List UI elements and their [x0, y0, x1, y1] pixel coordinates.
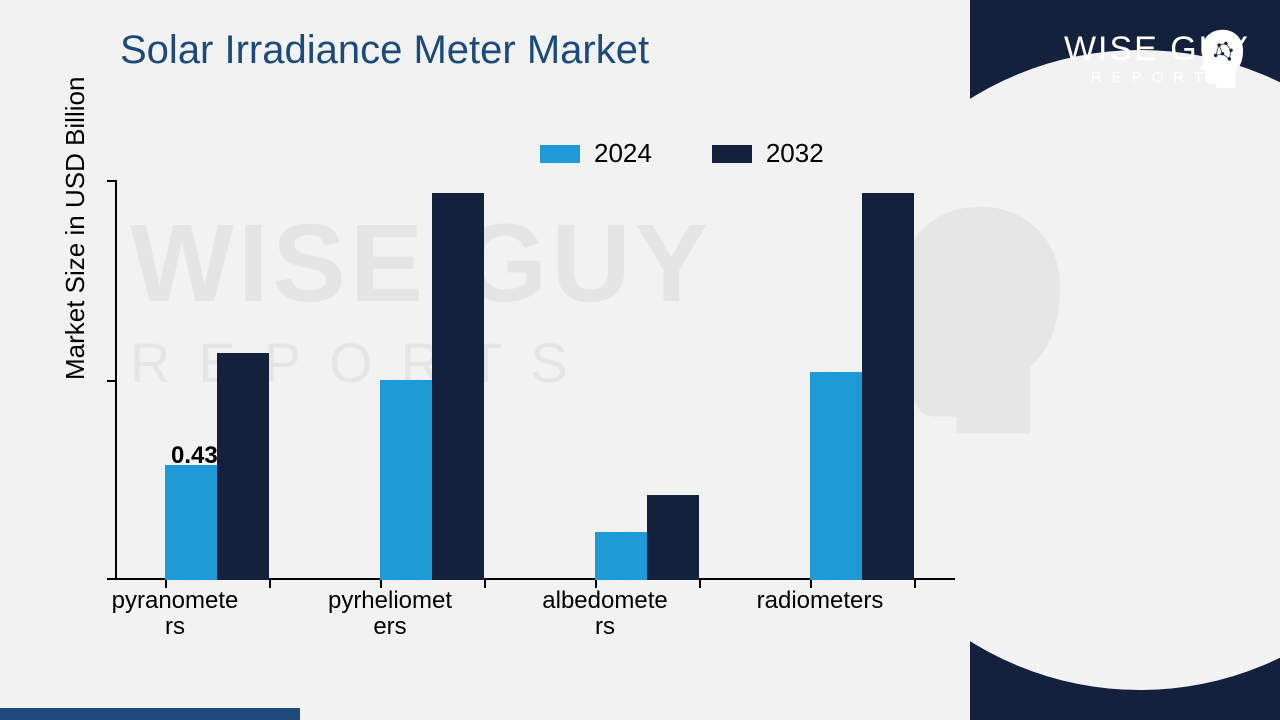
- x-tick: [269, 580, 271, 588]
- bottom-strip: [0, 708, 300, 720]
- bar: [432, 193, 484, 580]
- y-axis: [115, 180, 117, 580]
- bar: [380, 380, 432, 580]
- x-axis-label: pyrheliometers: [325, 588, 455, 641]
- bar: [217, 353, 269, 580]
- legend-label-2024: 2024: [594, 138, 652, 169]
- legend-item-2024: 2024: [540, 138, 652, 169]
- x-tick: [699, 580, 701, 588]
- page: WISE GUY REPORTS WISE GUY REPORTS Solar …: [0, 0, 1280, 720]
- x-axis-label: albedometers: [540, 588, 670, 641]
- legend-swatch-2032: [712, 145, 752, 163]
- bar: [862, 193, 914, 580]
- brain-head-icon: [1195, 28, 1250, 88]
- x-tick: [914, 580, 916, 588]
- y-tick: [107, 180, 115, 182]
- bar-group: [810, 193, 914, 580]
- bar: [647, 495, 699, 580]
- bar: [810, 372, 862, 580]
- y-tick: [107, 380, 115, 382]
- x-axis-label: radiometers: [755, 588, 885, 614]
- chart-area: 0.43: [115, 180, 955, 580]
- legend-label-2032: 2032: [766, 138, 824, 169]
- bar-group: [595, 495, 699, 580]
- data-label: 0.43: [171, 442, 218, 470]
- y-axis-label: Market Size in USD Billion: [60, 77, 91, 380]
- chart-title: Solar Irradiance Meter Market: [120, 28, 649, 73]
- y-tick: [107, 578, 115, 580]
- x-tick: [484, 580, 486, 588]
- bar: [165, 465, 217, 580]
- bar: [595, 532, 647, 580]
- legend: 2024 2032: [540, 138, 824, 169]
- bar-group: [380, 193, 484, 580]
- x-axis-label: pyranometers: [110, 588, 240, 641]
- legend-swatch-2024: [540, 145, 580, 163]
- legend-item-2032: 2032: [712, 138, 824, 169]
